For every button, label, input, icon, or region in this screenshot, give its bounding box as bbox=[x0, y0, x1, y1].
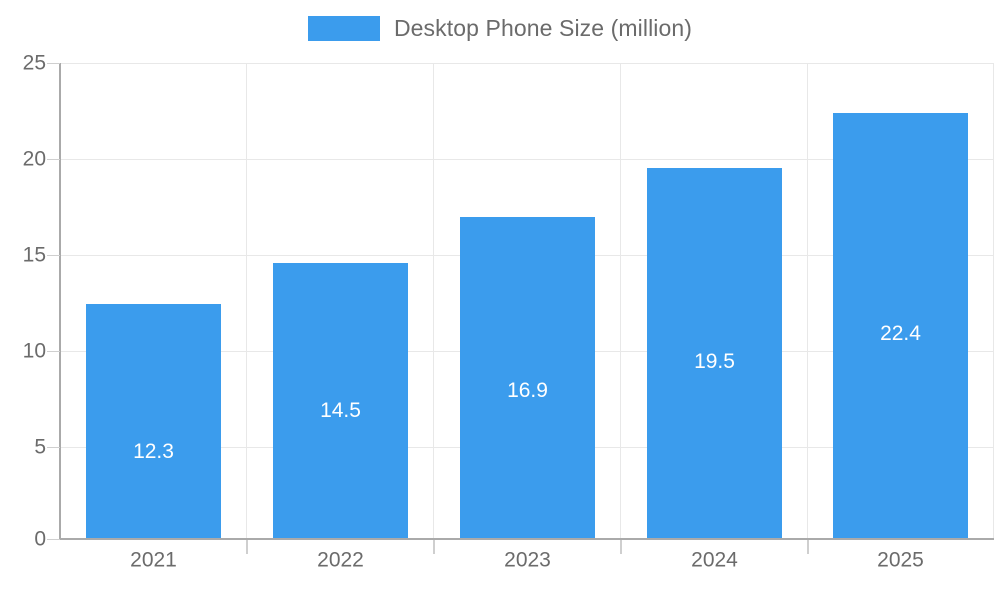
bar-value-label: 22.4 bbox=[880, 322, 921, 345]
y-axis-tick-label-25: 25 bbox=[22, 51, 46, 75]
x-axis-tick-label-2022: 2022 bbox=[317, 548, 364, 572]
y-tick-15 bbox=[47, 255, 60, 256]
bar-value-label: 16.9 bbox=[507, 379, 548, 402]
x-axis-tick-label-2025: 2025 bbox=[877, 548, 924, 572]
gridline-v-3 bbox=[620, 63, 621, 539]
y-tick-10 bbox=[47, 351, 60, 352]
bar-2024[interactable]: 19.5 bbox=[647, 168, 782, 539]
bar-value-label: 12.3 bbox=[133, 440, 174, 463]
gridline-v-4 bbox=[807, 63, 808, 539]
gridline-h-25 bbox=[60, 63, 994, 64]
plot-area: 12.3 14.5 16.9 19.5 22.4 bbox=[60, 63, 994, 539]
y-axis-tick-label-15: 15 bbox=[22, 243, 46, 267]
chart-legend: Desktop Phone Size (million) bbox=[0, 0, 1000, 56]
x-tick-3 bbox=[620, 540, 622, 554]
y-axis-tick-label-0: 0 bbox=[34, 527, 46, 551]
legend-item-label: Desktop Phone Size (million) bbox=[393, 14, 693, 41]
x-tick-2 bbox=[433, 540, 435, 554]
x-axis-tick-label-2021: 2021 bbox=[130, 548, 177, 572]
legend-swatch-icon bbox=[307, 15, 380, 41]
x-axis-tick-label-2023: 2023 bbox=[504, 548, 551, 572]
legend-item-desktop-phone-size[interactable]: Desktop Phone Size (million) bbox=[307, 14, 693, 41]
y-axis-line bbox=[59, 63, 61, 540]
x-axis-line bbox=[60, 538, 994, 540]
gridline-v-right-edge bbox=[993, 63, 994, 539]
gridline-h-20 bbox=[60, 159, 994, 160]
bar-2023[interactable]: 16.9 bbox=[460, 217, 595, 539]
bar-value-label: 19.5 bbox=[694, 350, 735, 373]
bar-value-label: 14.5 bbox=[320, 399, 361, 422]
x-tick-1 bbox=[246, 540, 248, 554]
bar-2021[interactable]: 12.3 bbox=[86, 304, 221, 539]
gridline-v-2 bbox=[433, 63, 434, 539]
bar-2022[interactable]: 14.5 bbox=[273, 263, 408, 539]
x-axis-tick-label-2024: 2024 bbox=[691, 548, 738, 572]
bar-2025[interactable]: 22.4 bbox=[833, 113, 968, 539]
y-tick-20 bbox=[47, 159, 60, 160]
gridline-v-1 bbox=[246, 63, 247, 539]
y-tick-25 bbox=[47, 63, 60, 64]
y-axis-tick-label-20: 20 bbox=[22, 147, 46, 171]
y-axis-tick-label-5: 5 bbox=[34, 435, 46, 459]
x-tick-4 bbox=[807, 540, 809, 554]
y-axis-tick-label-10: 10 bbox=[22, 339, 46, 363]
y-tick-0 bbox=[47, 539, 60, 540]
y-tick-5 bbox=[47, 447, 60, 448]
